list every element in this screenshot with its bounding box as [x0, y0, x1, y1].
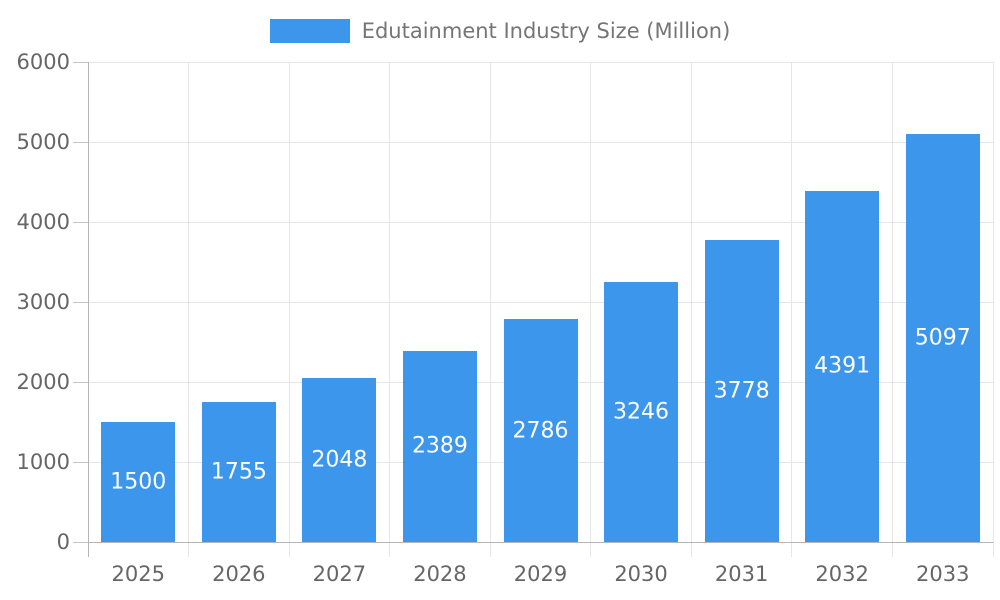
x-axis-label: 2032: [815, 562, 869, 586]
v-gridline: [288, 62, 290, 557]
y-axis-label: 0: [56, 530, 70, 554]
plot-area: 1500 1755 2048 2389 2786 3246 3778 4391 5097: [73, 61, 994, 557]
legend-item[interactable]: Edutainment Industry Size (Million): [0, 17, 1000, 45]
bar-value-label: 4391: [814, 353, 871, 379]
bar-value-label: 3778: [713, 378, 770, 404]
bar[interactable]: 1500: [101, 422, 176, 542]
y-axis-label: 5000: [16, 130, 70, 154]
bar[interactable]: 3246: [604, 282, 679, 542]
bar-value-label: 1500: [110, 469, 167, 495]
bar-value-label: 1755: [210, 459, 267, 485]
bar[interactable]: 1755: [201, 401, 276, 542]
x-axis-label: 2029: [513, 562, 568, 586]
x-axis-label: 2031: [714, 562, 769, 586]
x-axis-baseline: [88, 541, 993, 543]
v-gridline: [188, 62, 190, 557]
v-gridline: [590, 62, 592, 557]
v-gridline: [992, 62, 994, 557]
x-axis-label: 2026: [212, 562, 266, 586]
y-axis-label: 3000: [16, 290, 70, 314]
v-gridline: [690, 62, 692, 557]
y-axis-label: 2000: [16, 370, 70, 394]
bar[interactable]: 3778: [704, 239, 779, 542]
y-tick-mark: [73, 381, 88, 383]
y-tick-mark: [73, 141, 88, 143]
y-axis-label: 6000: [16, 50, 70, 74]
y-axis-label: 1000: [16, 450, 70, 474]
legend-swatch: [269, 19, 350, 43]
y-tick-mark: [73, 221, 88, 223]
legend-label: Edutainment Industry Size (Million): [361, 19, 731, 43]
y-tick-mark: [73, 301, 88, 303]
x-axis-label: 2028: [413, 562, 467, 586]
v-gridline: [891, 62, 893, 557]
h-gridline: [88, 61, 993, 63]
h-gridline: [88, 301, 993, 303]
bar-value-label: 5097: [914, 325, 971, 351]
bar[interactable]: 4391: [805, 190, 880, 542]
bar-value-label: 2786: [512, 418, 569, 444]
y-axis-label: 4000: [16, 210, 70, 234]
x-axis-label: 2033: [915, 562, 970, 586]
y-tick-mark: [73, 541, 88, 543]
v-gridline: [489, 62, 491, 557]
bar-value-label: 3246: [613, 399, 670, 425]
y-tick-mark: [73, 461, 88, 463]
bar-value-label: 2389: [411, 433, 468, 459]
h-gridline: [88, 141, 993, 143]
bar[interactable]: 2048: [302, 378, 377, 542]
bar[interactable]: 2389: [402, 350, 477, 542]
h-gridline: [88, 221, 993, 223]
x-axis-label: 2025: [111, 562, 165, 586]
bar[interactable]: 2786: [503, 319, 578, 542]
y-tick-mark: [73, 61, 88, 63]
v-gridline: [791, 62, 793, 557]
v-gridline: [389, 62, 391, 557]
bar-value-label: 2048: [311, 447, 368, 473]
x-axis-label: 2030: [614, 562, 668, 586]
x-axis-label: 2027: [312, 562, 367, 586]
y-axis-line: [87, 62, 89, 557]
bar[interactable]: 5097: [905, 134, 980, 542]
